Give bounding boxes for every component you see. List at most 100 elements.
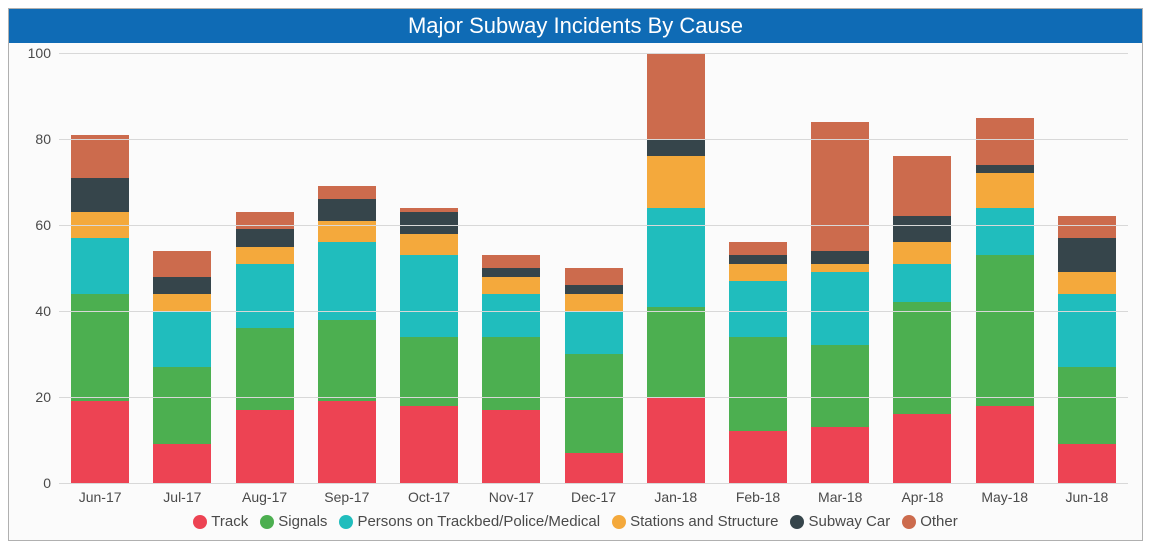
ytick-label: 80 [19, 131, 51, 147]
xtick-label: Jun-18 [1046, 489, 1128, 505]
bar-segment [811, 251, 869, 264]
legend-label: Subway Car [808, 513, 890, 530]
bar-segment [318, 221, 376, 243]
bar-stack [647, 53, 705, 483]
ytick-label: 60 [19, 217, 51, 233]
bar-segment [400, 337, 458, 406]
bar-segment [565, 294, 623, 311]
ytick-label: 20 [19, 389, 51, 405]
xtick-label: May-18 [964, 489, 1046, 505]
bar-segment [236, 410, 294, 483]
bar-segment [236, 212, 294, 229]
ytick-label: 100 [19, 45, 51, 61]
bar-segment [893, 216, 951, 242]
bar-column [552, 268, 634, 483]
xtick-label: Nov-17 [470, 489, 552, 505]
bar-segment [482, 277, 540, 294]
bar-segment [729, 281, 787, 337]
xtick-label: Jul-17 [141, 489, 223, 505]
legend-item: Subway Car [790, 513, 890, 530]
xtick-label: Feb-18 [717, 489, 799, 505]
xtick-label: Dec-17 [552, 489, 634, 505]
bar-column [881, 156, 963, 483]
bar-stack [153, 251, 211, 483]
bar-segment [71, 178, 129, 212]
bar-segment [811, 122, 869, 251]
bar-segment [1058, 238, 1116, 272]
bar-segment [811, 272, 869, 345]
bar-column [964, 118, 1046, 483]
bar-column [388, 208, 470, 483]
bar-segment [893, 242, 951, 264]
bar-column [306, 186, 388, 483]
bar-segment [729, 255, 787, 264]
xtick-label: Mar-18 [799, 489, 881, 505]
bar-segment [565, 354, 623, 453]
bar-stack [236, 212, 294, 483]
legend-marker-icon [612, 515, 626, 529]
bar-segment [729, 337, 787, 432]
bar-stack [811, 122, 869, 483]
gridline [59, 311, 1128, 312]
bar-segment [565, 311, 623, 354]
bar-column [470, 255, 552, 483]
bar-stack [318, 186, 376, 483]
bar-segment [729, 431, 787, 483]
bar-segment [71, 135, 129, 178]
bar-segment [400, 212, 458, 234]
bar-segment [976, 165, 1034, 174]
bar-segment [976, 208, 1034, 255]
bar-stack [729, 242, 787, 483]
bar-segment [976, 406, 1034, 483]
bar-segment [153, 251, 211, 277]
legend-marker-icon [193, 515, 207, 529]
bar-segment [153, 311, 211, 367]
bar-segment [1058, 444, 1116, 483]
bar-stack [400, 208, 458, 483]
chart-title: Major Subway Incidents By Cause [9, 9, 1142, 43]
bar-segment [647, 208, 705, 307]
bar-segment [482, 294, 540, 337]
bar-segment [236, 264, 294, 329]
bar-segment [565, 285, 623, 294]
legend-item: Track [193, 513, 248, 530]
bar-segment [565, 453, 623, 483]
xtick-label: Aug-17 [223, 489, 305, 505]
gridline [59, 53, 1128, 54]
bar-stack [71, 135, 129, 483]
legend-item: Stations and Structure [612, 513, 778, 530]
bars-row [59, 53, 1128, 483]
legend-label: Stations and Structure [630, 513, 778, 530]
bar-column [59, 135, 141, 483]
bar-segment [482, 255, 540, 268]
bar-segment [976, 173, 1034, 207]
bar-segment [236, 229, 294, 246]
bar-column [799, 122, 881, 483]
xtick-label: Sep-17 [306, 489, 388, 505]
plot-area: 020406080100 [59, 53, 1128, 483]
bar-segment [482, 410, 540, 483]
bar-segment [318, 242, 376, 319]
x-axis-labels: Jun-17Jul-17Aug-17Sep-17Oct-17Nov-17Dec-… [59, 489, 1128, 505]
legend-label: Persons on Trackbed/Police/Medical [357, 513, 600, 530]
bar-segment [71, 401, 129, 483]
legend: Track Signals Persons on Trackbed/Police/M… [9, 505, 1142, 540]
bar-segment [318, 199, 376, 221]
ytick-label: 0 [19, 475, 51, 491]
ytick-label: 40 [19, 303, 51, 319]
legend-marker-icon [902, 515, 916, 529]
bar-segment [400, 255, 458, 337]
bar-segment [153, 294, 211, 311]
bar-segment [893, 156, 951, 216]
bar-segment [976, 118, 1034, 165]
bar-segment [811, 427, 869, 483]
bar-stack [976, 118, 1034, 483]
legend-item: Persons on Trackbed/Police/Medical [339, 513, 600, 530]
bar-column [1046, 216, 1128, 483]
gridline [59, 139, 1128, 140]
legend-label: Signals [278, 513, 327, 530]
bar-segment [318, 401, 376, 483]
bar-segment [976, 255, 1034, 406]
bar-segment [647, 156, 705, 208]
bar-segment [153, 367, 211, 444]
